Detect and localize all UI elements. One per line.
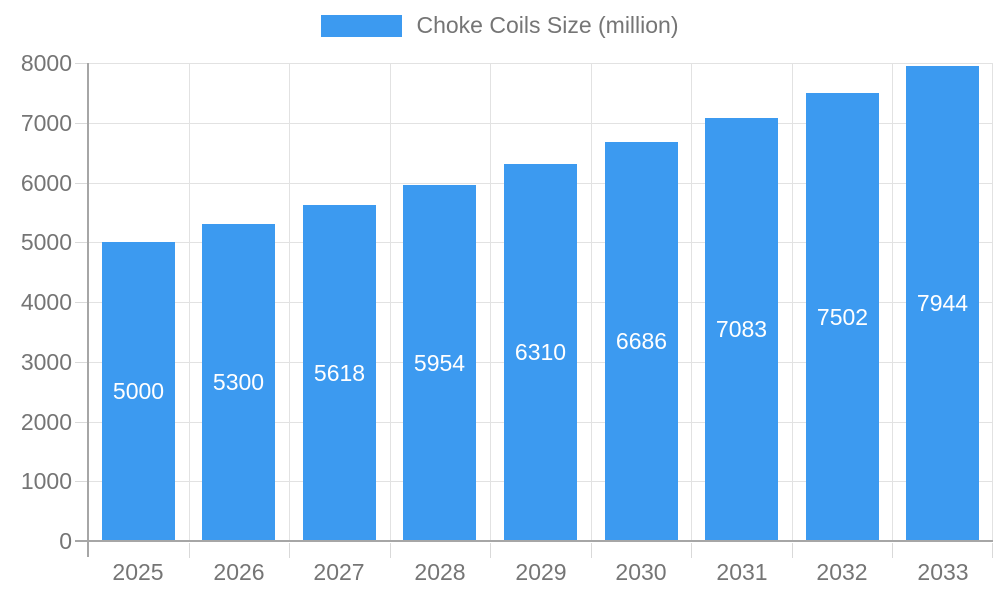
y-axis-tick-label: 6000 (20, 170, 72, 196)
bar[interactable]: 6310 (504, 164, 577, 541)
y-axis-tick (75, 481, 88, 482)
x-axis-tick (691, 543, 692, 558)
bar-value-label: 7944 (916, 290, 969, 316)
x-axis-tick (189, 543, 190, 558)
y-axis-tick (75, 63, 88, 64)
bar[interactable]: 7083 (705, 118, 778, 541)
vertical-gridline (892, 63, 893, 541)
x-axis-tick (390, 543, 391, 558)
vertical-gridline (691, 63, 692, 541)
x-axis-tick-label: 2028 (414, 559, 466, 585)
vertical-gridline (189, 63, 190, 541)
vertical-gridline (490, 63, 491, 541)
vertical-gridline (390, 63, 391, 541)
y-axis-tick (75, 422, 88, 423)
bar-value-label: 7083 (715, 316, 768, 342)
x-axis-tick (792, 543, 793, 558)
x-axis-tick-label: 2031 (716, 559, 768, 585)
y-axis-tick (75, 242, 88, 243)
x-axis-line (75, 540, 993, 542)
x-axis-tick (992, 543, 993, 558)
x-axis-tick-label: 2032 (816, 559, 868, 585)
x-axis-tick (892, 543, 893, 558)
y-axis-tick (75, 183, 88, 184)
x-axis-tick-label: 2027 (313, 559, 365, 585)
y-axis-tick-label: 4000 (20, 289, 72, 315)
bar[interactable]: 6686 (605, 142, 678, 541)
bar-value-label: 6310 (514, 339, 567, 365)
x-axis-tick-label: 2025 (112, 559, 164, 585)
y-axis-tick-label: 7000 (20, 110, 72, 136)
y-axis-tick-label: 5000 (20, 229, 72, 255)
y-axis-tick-label: 2000 (20, 409, 72, 435)
bar[interactable]: 5300 (202, 224, 275, 541)
bar[interactable]: 7502 (806, 93, 879, 541)
y-axis-tick-label: 8000 (20, 50, 72, 76)
bar-value-label: 5300 (212, 369, 265, 395)
x-axis-tick-label: 2030 (615, 559, 667, 585)
bar-value-label: 5618 (313, 359, 366, 386)
x-axis-tick (490, 543, 491, 558)
vertical-gridline (792, 63, 793, 541)
bar[interactable]: 5618 (303, 205, 376, 541)
y-axis-tick-label: 0 (59, 528, 72, 554)
bar-value-label: 6686 (615, 328, 668, 354)
bar[interactable]: 7944 (906, 66, 979, 541)
bar[interactable]: 5954 (403, 185, 476, 541)
bar-value-label: 5000 (112, 378, 165, 404)
x-axis-tick-label: 2033 (917, 559, 969, 585)
y-axis-tick-label: 1000 (20, 468, 72, 494)
vertical-gridline (289, 63, 290, 541)
x-axis-tick (591, 543, 592, 558)
y-axis-tick (75, 362, 88, 363)
x-axis-tick-label: 2029 (515, 559, 567, 585)
vertical-gridline (992, 63, 993, 541)
legend-item[interactable]: Choke Coils Size (million) (0, 12, 1000, 40)
bar-value-label: 7502 (816, 303, 869, 330)
legend-swatch (321, 14, 403, 37)
legend-label: Choke Coils Size (million) (416, 12, 679, 38)
x-axis-tick-label: 2026 (213, 559, 265, 585)
y-axis-tick-label: 3000 (20, 349, 72, 375)
horizontal-gridline (88, 123, 993, 124)
bar[interactable]: 5000 (102, 242, 175, 541)
plot-area: 5000 5300 5618 5954 6310 6686 7083 7502 7944 (75, 63, 993, 558)
bar-value-label: 5954 (413, 349, 466, 376)
y-axis-tick (75, 123, 88, 124)
vertical-gridline (591, 63, 592, 541)
y-axis-tick (75, 302, 88, 303)
x-axis-tick (289, 543, 290, 558)
y-axis-line (87, 63, 89, 557)
horizontal-gridline (88, 63, 993, 64)
